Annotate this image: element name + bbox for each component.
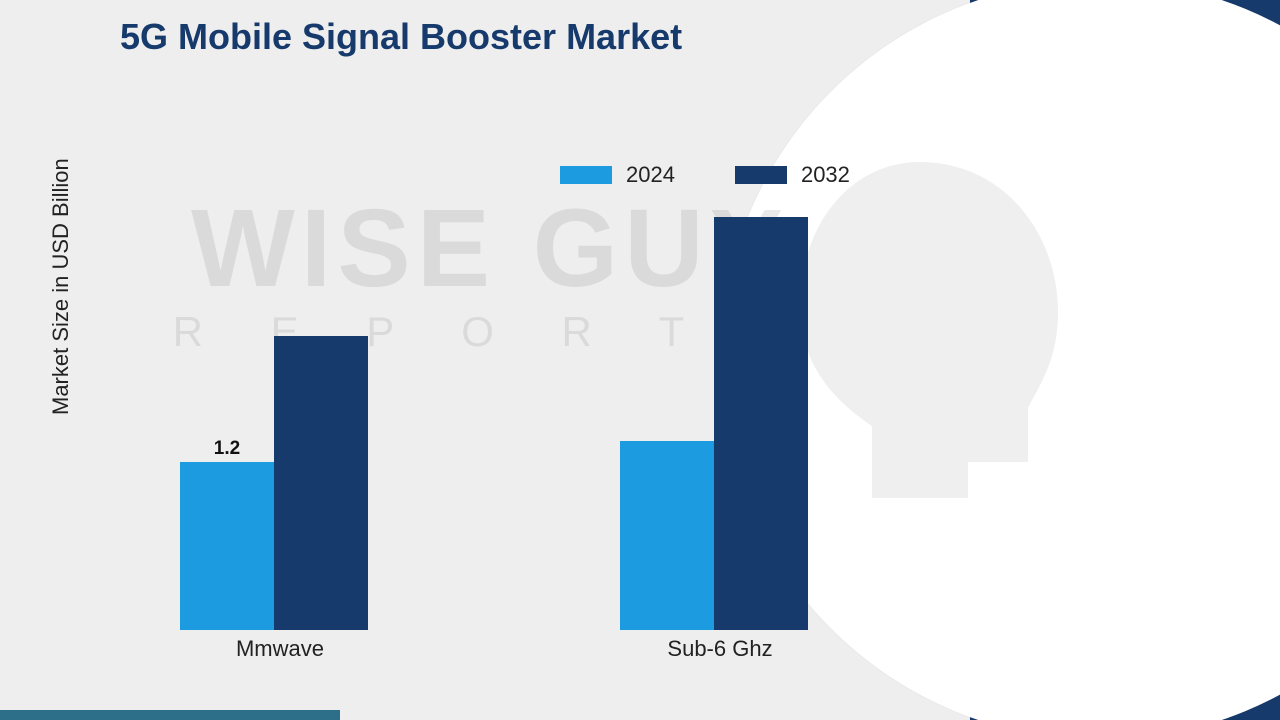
legend-label-2032: 2032 xyxy=(801,162,850,188)
legend-swatch-2024 xyxy=(560,166,612,184)
legend-item-2024: 2024 xyxy=(560,162,675,188)
x-axis-category-label: Mmwave xyxy=(150,636,410,662)
brand-logo: WISE GUY R E P O R T S xyxy=(1066,18,1254,65)
bottom-accent-bar xyxy=(0,710,340,720)
legend-swatch-2032 xyxy=(735,166,787,184)
chart-canvas: 5G Mobile Signal Booster Market WISE GUY… xyxy=(0,0,1280,720)
x-axis-category-label: Sub-6 Ghz xyxy=(590,636,850,662)
bar: 1.2 xyxy=(180,462,274,630)
bar xyxy=(714,217,808,630)
plot-area: 1.2MmwaveSub-6 Ghz xyxy=(100,210,970,630)
logo-head-icon xyxy=(1200,16,1260,76)
y-axis-label: Market Size in USD Billion xyxy=(48,158,74,415)
chart-legend: 2024 2032 xyxy=(560,162,850,188)
bar xyxy=(620,441,714,630)
legend-label-2024: 2024 xyxy=(626,162,675,188)
chart-title: 5G Mobile Signal Booster Market xyxy=(120,16,682,58)
bar-value-label: 1.2 xyxy=(180,438,274,460)
bar xyxy=(274,336,368,630)
legend-item-2032: 2032 xyxy=(735,162,850,188)
